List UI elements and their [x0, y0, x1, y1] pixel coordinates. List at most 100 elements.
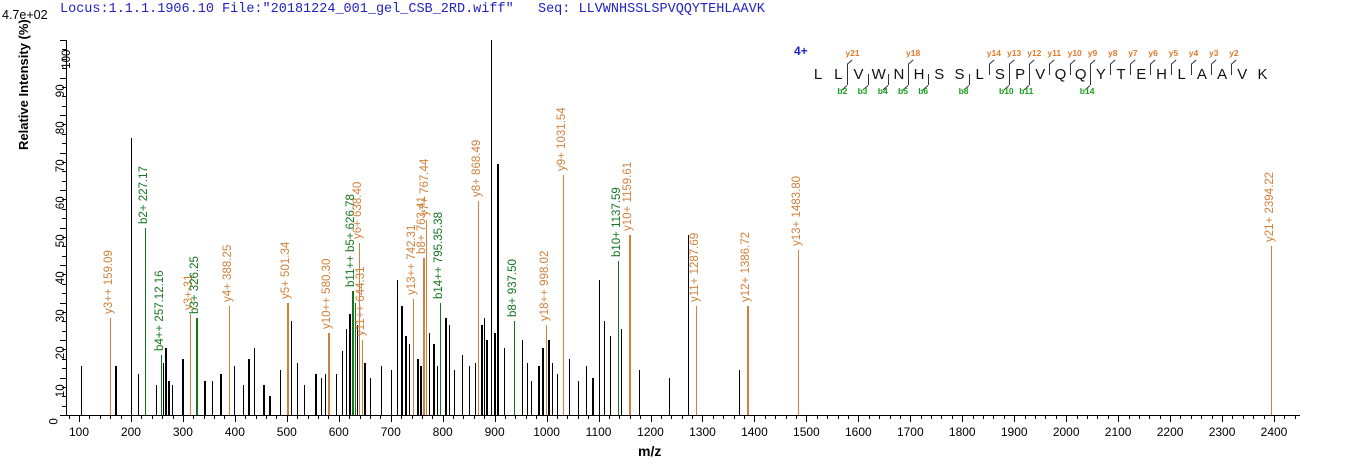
peak-stem: [747, 306, 749, 415]
y-tick-minor: [62, 405, 66, 407]
peak-bar: [521, 340, 524, 415]
y-tick-minor: [62, 358, 66, 360]
sequence-residue: L: [975, 66, 984, 83]
peak-bar: [738, 370, 741, 415]
peak-bar: [324, 373, 327, 415]
x-tick-label: 400: [224, 425, 245, 439]
x-tick-label: 900: [484, 425, 505, 439]
x-tick-minor: [671, 415, 673, 419]
x-tick-label: 2300: [1208, 425, 1236, 439]
x-tick-minor: [557, 415, 558, 419]
y-ion-tick: [908, 64, 909, 75]
x-tick-minor: [1242, 415, 1244, 419]
x-tick-major: [1222, 415, 1224, 422]
x-tick-major: [546, 415, 548, 422]
y-ion-tick: [1069, 64, 1071, 75]
y-tick-major: [60, 152, 66, 154]
y-ion-label: y8: [1108, 48, 1118, 58]
peak-bar: [155, 385, 158, 415]
y-ion-tick: [1190, 64, 1192, 75]
peak-bar: [115, 366, 117, 415]
peak-bar: [349, 313, 351, 415]
x-tick-major: [702, 415, 704, 422]
x-tick-minor: [837, 415, 839, 419]
peak-bar: [436, 366, 439, 415]
x-tick-minor: [723, 415, 725, 419]
b-ion-tick: [908, 74, 909, 85]
y-ion-label: y7: [1128, 48, 1138, 58]
b-ion-tick: [887, 74, 889, 85]
x-tick-minor: [868, 415, 870, 419]
peak-bar: [538, 366, 540, 415]
x-tick-minor: [1253, 415, 1255, 419]
peak-bar: [254, 347, 256, 415]
sequence-residue: V: [1035, 66, 1046, 83]
y-tick-major: [60, 415, 66, 416]
peak-bar: [248, 358, 250, 415]
peak-bar: [551, 362, 554, 415]
peak-stem: [361, 340, 364, 415]
x-tick-minor: [525, 415, 527, 419]
peak-bar: [585, 366, 587, 415]
x-tick-minor: [515, 415, 517, 419]
x-tick-label: 1700: [896, 425, 924, 439]
x-tick-minor: [775, 415, 777, 419]
x-tick-minor: [421, 415, 423, 419]
y-tick-minor: [62, 124, 66, 126]
y-tick-major: [60, 40, 66, 41]
b-ion-tick: [1029, 74, 1031, 85]
peak-bar: [568, 358, 571, 415]
y-tick-major: [60, 340, 66, 341]
y-tick-minor: [62, 255, 66, 257]
x-tick-label: 1400: [741, 425, 768, 439]
x-tick-minor: [1211, 415, 1213, 419]
x-tick-minor: [889, 415, 891, 419]
x-tick-label: 600: [328, 425, 349, 439]
x-tick-minor: [99, 415, 101, 419]
peak-stem: [358, 242, 360, 415]
peak-stem: [228, 306, 231, 415]
x-tick-minor: [224, 415, 226, 419]
y-tick-minor: [62, 236, 66, 238]
x-tick-label: 2200: [1156, 425, 1184, 439]
x-tick-major: [390, 415, 392, 422]
b-ion-tick: [968, 74, 970, 85]
x-tick-minor: [172, 415, 174, 419]
b-ion-tick: [1089, 74, 1091, 85]
b-ion-label: b11: [1019, 86, 1034, 96]
x-tick-minor: [1003, 415, 1005, 419]
peak-label: y12+ 1386.72: [740, 232, 753, 303]
x-tick-label: 1500: [793, 425, 820, 439]
y-tick-minor: [62, 396, 66, 398]
y-tick-minor: [62, 208, 66, 210]
y-tick-label: 70: [54, 158, 67, 172]
x-tick-minor: [660, 415, 662, 419]
x-tick-minor: [453, 415, 455, 419]
x-axis-line: [66, 415, 1300, 416]
peak-bar: [531, 381, 533, 415]
peak-label: y9+ 1031.54: [555, 107, 568, 171]
peak-label: y4+ 388.25: [221, 245, 234, 303]
y-ion-label: y6: [1148, 48, 1158, 58]
peak-stem: [617, 261, 620, 415]
peak-bar: [603, 321, 606, 415]
x-tick-label: 500: [276, 425, 297, 439]
b-ion-label: b4: [877, 86, 888, 96]
y-ion-tick: [1231, 64, 1233, 75]
peak-bar: [445, 317, 447, 415]
y-ion-label: y10: [1067, 48, 1082, 58]
x-tick-minor: [89, 415, 91, 419]
x-tick-label: 1800: [948, 425, 976, 439]
x-tick-major: [1170, 415, 1172, 422]
peak-bar: [620, 328, 623, 415]
peak-bar: [461, 355, 464, 415]
peak-bar: [269, 396, 271, 415]
x-tick-minor: [1180, 415, 1182, 419]
y-tick-label: 80: [54, 121, 67, 135]
x-tick-minor: [432, 415, 434, 419]
x-tick-minor: [317, 415, 319, 419]
peak-label: y7+ 767.44: [418, 158, 431, 216]
peak-stem: [695, 306, 698, 415]
x-tick-minor: [764, 415, 766, 419]
peak-bar: [483, 317, 486, 415]
